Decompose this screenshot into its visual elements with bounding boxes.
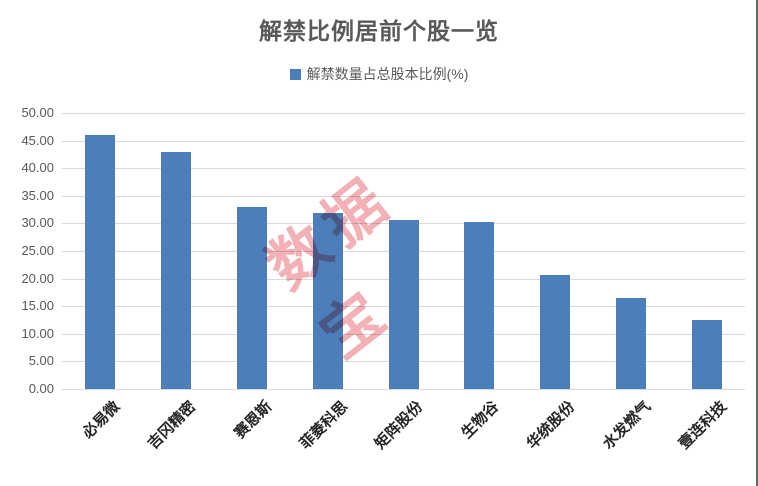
x-axis-tick-label: 生物谷 — [458, 398, 503, 442]
legend-label: 解禁数量占总股本比例(%) — [306, 66, 469, 82]
x-axis-tick-label: 赛恩斯 — [231, 398, 276, 442]
y-axis-tick-label: 25.00 — [21, 243, 54, 258]
gridline — [62, 113, 745, 114]
bar-矩阵股份 — [389, 220, 419, 389]
x-axis-tick-label: 壹连科技 — [675, 398, 731, 453]
bar-生物谷 — [464, 222, 494, 389]
x-axis-tick-label: 吉冈精密 — [144, 398, 200, 453]
y-axis-tick-label: 40.00 — [21, 160, 54, 175]
bar-水发燃气 — [616, 298, 646, 389]
x-axis-tick-label: 必易微 — [79, 398, 124, 442]
y-axis-tick-label: 0.00 — [28, 381, 54, 396]
bar-必易微 — [85, 135, 115, 389]
y-axis-tick-label: 10.00 — [21, 326, 54, 341]
bar-菲菱科思 — [313, 213, 343, 389]
x-axis-tick-label: 菲菱科思 — [296, 398, 352, 453]
y-axis-tick-label: 30.00 — [21, 215, 54, 230]
y-axis-tick-label: 20.00 — [21, 271, 54, 286]
y-axis-labels: 50.00 45.00 40.00 35.00 30.00 25.00 20.00 15.00… — [0, 105, 54, 396]
bar-赛恩斯 — [237, 207, 267, 389]
bar-华统股份 — [540, 275, 570, 389]
bar-吉冈精密 — [161, 152, 191, 389]
y-axis-tick-label: 35.00 — [21, 188, 54, 203]
page-edge-line — [756, 0, 758, 486]
x-axis-tick-label: 华统股份 — [523, 398, 579, 453]
y-axis-tick-label: 45.00 — [21, 133, 54, 148]
gridline — [62, 196, 745, 197]
gridline — [62, 389, 745, 390]
gridline — [62, 141, 745, 142]
bar-壹连科技 — [692, 320, 722, 389]
y-axis-tick-label: 15.00 — [21, 298, 54, 313]
x-axis-tick-label: 水发燃气 — [599, 398, 655, 453]
plot-area — [62, 113, 745, 390]
y-axis-tick-label: 5.00 — [28, 353, 54, 368]
legend-marker-icon — [289, 68, 301, 80]
legend: 解禁数量占总股本比例(%) — [0, 65, 758, 83]
y-axis-tick-label: 50.00 — [21, 105, 54, 120]
chart-title: 解禁比例居前个股一览 — [259, 18, 499, 44]
gridline — [62, 168, 745, 169]
x-axis-tick-label: 矩阵股份 — [371, 398, 427, 453]
